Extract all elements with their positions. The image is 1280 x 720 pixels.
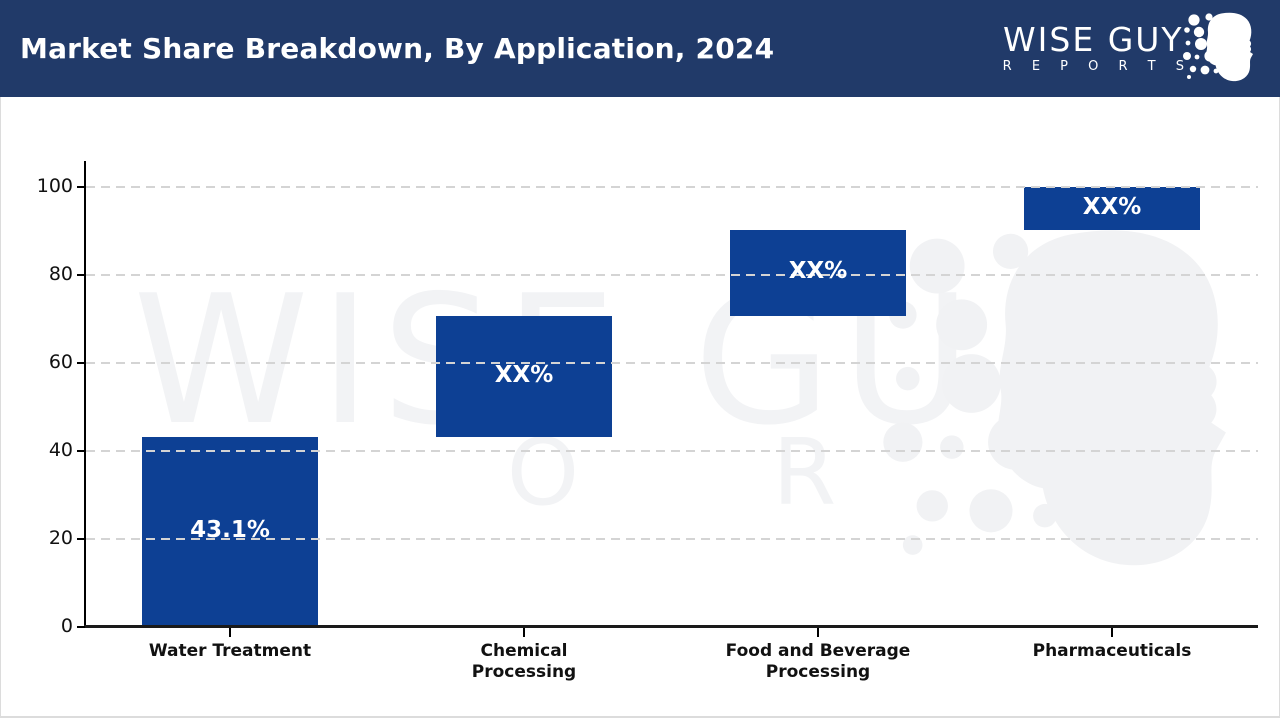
y-tick-40 <box>77 450 85 452</box>
gridline-20 <box>86 538 1258 540</box>
bar-pharmaceuticals <box>1024 187 1200 231</box>
bar-chemical-processing <box>436 315 612 438</box>
gridline-40 <box>86 450 1258 452</box>
y-tick-label-0: 0 <box>60 615 73 637</box>
page-title: Market Share Breakdown, By Application, … <box>20 32 775 65</box>
bar-water-treatment <box>142 437 318 627</box>
bar-value-label: 43.1% <box>190 517 270 544</box>
y-axis-line <box>84 161 86 628</box>
bar-value-label: XX% <box>494 361 554 388</box>
x-tick <box>523 628 525 637</box>
x-tick-label: Chemical Processing <box>471 641 577 682</box>
y-tick-80 <box>77 274 85 276</box>
bar-value-label: XX% <box>1082 193 1142 220</box>
x-tick-label: Pharmaceuticals <box>1032 641 1192 661</box>
y-tick-100 <box>77 186 85 188</box>
x-tick <box>817 628 819 637</box>
y-tick-label-100: 100 <box>36 175 73 197</box>
y-tick-label-60: 60 <box>48 351 73 373</box>
gridline-80 <box>86 274 1258 276</box>
bottom-edge-line <box>0 716 1280 718</box>
header-bar: Market Share Breakdown, By Application, … <box>0 0 1280 97</box>
left-edge-line <box>0 97 1 718</box>
y-tick-20 <box>77 538 85 540</box>
wise-guy-logo: WISE GUY R E P O R T S <box>995 10 1266 88</box>
bar-value-label: XX% <box>788 258 848 285</box>
logo-subtitle: R E P O R T S <box>1002 59 1192 74</box>
x-axis-line <box>84 625 1258 628</box>
logo-text: WISE GUY R E P O R T S <box>995 20 1192 75</box>
x-tick <box>229 628 231 637</box>
bar-food-and-beverage-processing <box>730 230 906 316</box>
y-tick-0 <box>77 626 85 628</box>
y-tick-label-20: 20 <box>48 527 73 549</box>
gridline-100 <box>86 186 1258 188</box>
x-tick-label: Food and Beverage Processing <box>725 641 911 682</box>
x-tick <box>1111 628 1113 637</box>
gridline-60 <box>86 362 1258 364</box>
x-tick-label: Water Treatment <box>148 641 312 661</box>
y-tick-label-80: 80 <box>48 263 73 285</box>
y-tick-60 <box>77 362 85 364</box>
logo-wordmark: WISE GUY <box>1003 20 1184 59</box>
y-tick-label-40: 40 <box>48 439 73 461</box>
